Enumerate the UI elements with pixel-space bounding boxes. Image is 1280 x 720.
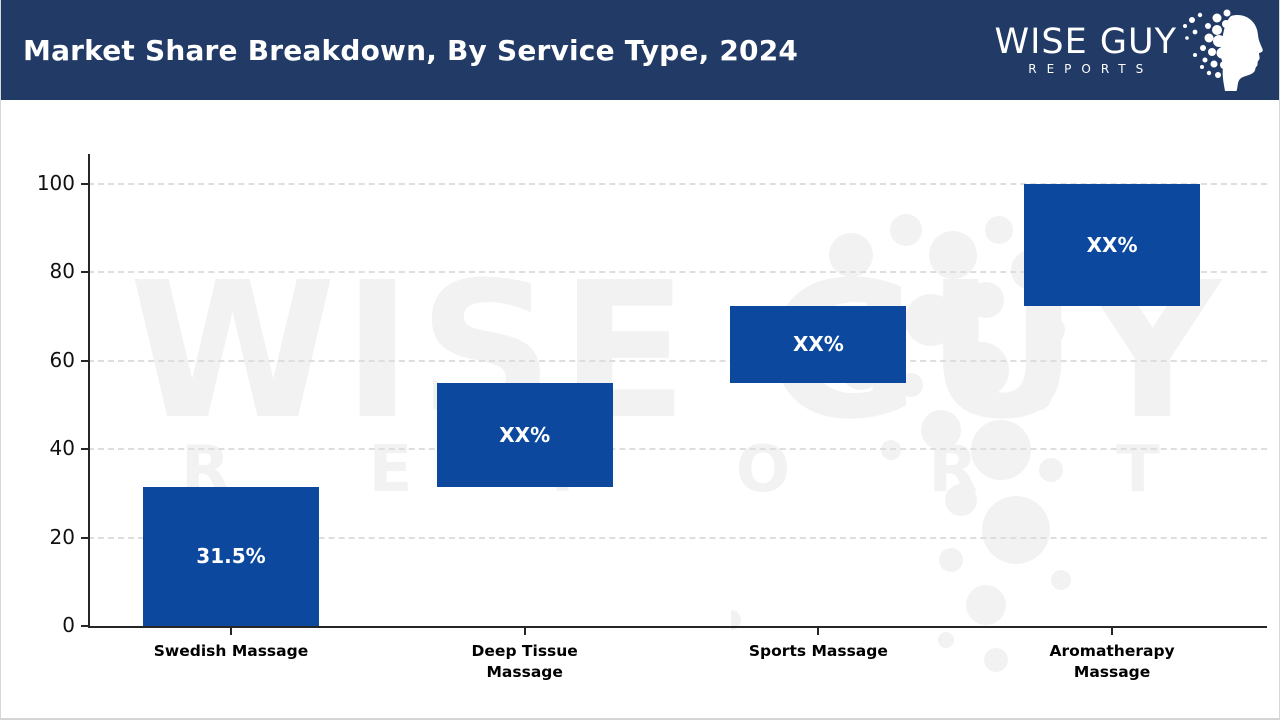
waterfall-chart: WISE GUY R E P O R T S 0 20 40 60 80 100 31.5%… xyxy=(1,100,1279,718)
y-axis-line xyxy=(88,154,90,628)
x-category-label: Swedish Massage xyxy=(153,642,309,660)
gridline-20 xyxy=(88,536,1267,539)
x-tick-0 xyxy=(230,628,232,635)
y-tick-80 xyxy=(81,271,88,274)
x-tick-1 xyxy=(523,628,526,635)
y-tick-20 xyxy=(81,536,88,539)
y-tick-label-20: 20 xyxy=(49,524,75,549)
chart-title: Market Share Breakdown, By Service Type,… xyxy=(23,33,799,67)
logo-subtitle: REPORTS xyxy=(1028,62,1154,77)
gridline-40 xyxy=(88,448,1267,451)
gridline-80 xyxy=(88,271,1267,274)
bar-swedish-massage: 31.5% xyxy=(143,486,319,626)
y-tick-100 xyxy=(81,183,88,185)
bar-value-label: 31.5% xyxy=(196,544,266,569)
y-tick-label-40: 40 xyxy=(49,436,75,461)
y-tick-label-100: 100 xyxy=(36,171,75,195)
wiseguy-face-logo-icon xyxy=(1183,9,1263,92)
x-category-label: Deep Tissue Massage xyxy=(471,642,578,681)
bar-value-label: XX% xyxy=(792,332,844,357)
gridline-60 xyxy=(88,359,1267,362)
y-tick-40 xyxy=(81,448,88,451)
x-tick-2 xyxy=(817,628,820,635)
wiseguy-logo: WISE GUY REPORTS xyxy=(994,8,1265,92)
y-tick-label-0: 0 xyxy=(62,613,75,637)
bar-sports-massage: XX% xyxy=(730,305,907,383)
header-bar: Market Share Breakdown, By Service Type,… xyxy=(1,0,1279,100)
x-axis-line xyxy=(88,626,1267,628)
bar-value-label: XX% xyxy=(1086,232,1138,257)
bar-value-label: XX% xyxy=(499,422,551,447)
logo-wordmark: WISE GUY xyxy=(994,21,1177,62)
bar-aromatherapy-massage: XX% xyxy=(1024,184,1201,306)
y-tick-0 xyxy=(81,625,88,627)
y-tick-label-80: 80 xyxy=(49,259,75,284)
x-category-label: Sports Massage xyxy=(748,642,888,660)
wiseguy-logo-text: WISE GUY REPORTS xyxy=(994,21,1177,77)
bar-deep-tissue-massage: XX% xyxy=(436,382,613,487)
y-tick-60 xyxy=(81,359,88,362)
gridline-100 xyxy=(88,183,1267,185)
x-tick-3 xyxy=(1111,628,1114,635)
y-tick-label-60: 60 xyxy=(49,347,75,372)
x-category-label: Aromatherapy Massage xyxy=(1049,642,1175,681)
